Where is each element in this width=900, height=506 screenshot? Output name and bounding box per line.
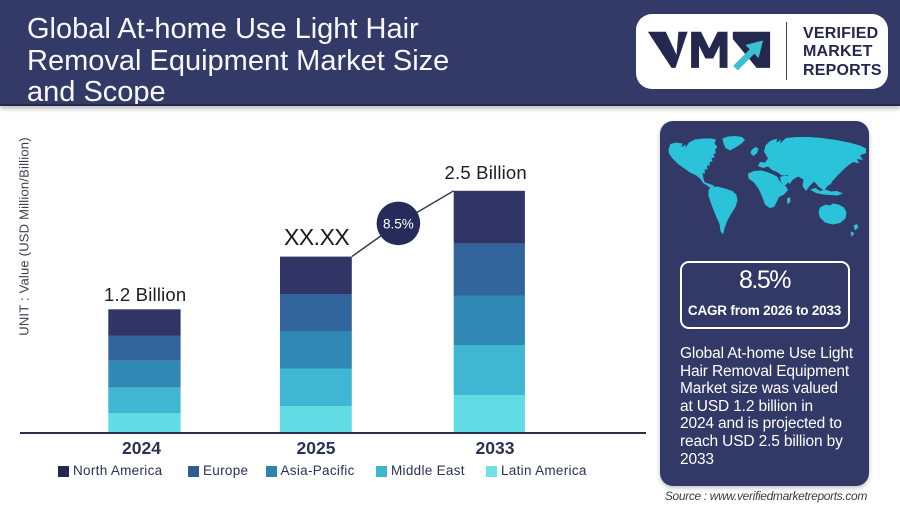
svg-text:8.5%: 8.5% bbox=[383, 217, 414, 232]
